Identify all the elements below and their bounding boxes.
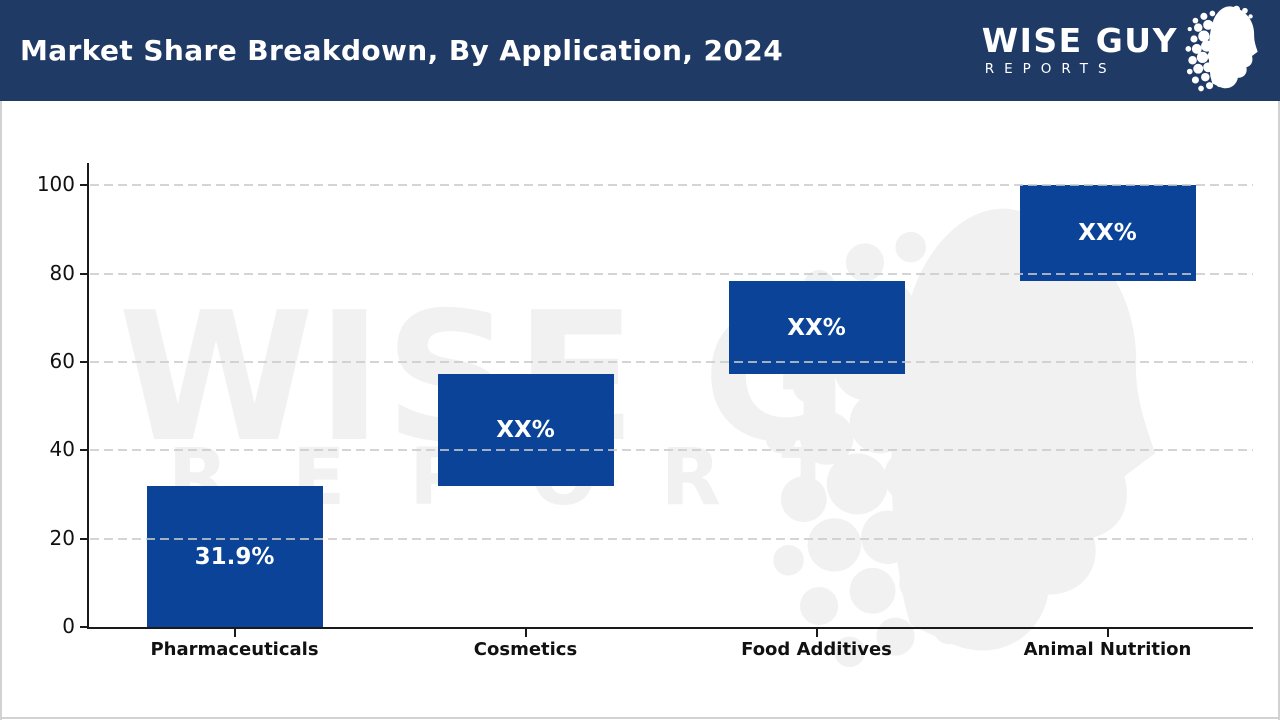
x-tick (1106, 629, 1109, 637)
gridline-20 (90, 537, 1253, 540)
y-tick (80, 626, 88, 628)
bar-cosmetics: XX% (437, 373, 614, 487)
gridline-40 (90, 449, 1253, 452)
x-category-label: Food Additives (741, 639, 892, 660)
y-tick-label: 80 (49, 260, 75, 285)
gridline-80 (90, 272, 1253, 275)
y-tick (80, 184, 88, 187)
bar-value-label: XX% (496, 416, 555, 443)
y-tick (80, 272, 88, 275)
y-tick-label: 0 (62, 614, 75, 638)
page-title: Market Share Breakdown, By Application, … (20, 34, 784, 67)
wiseguy-face-icon (1185, 5, 1258, 91)
x-category-label: Cosmetics (473, 639, 578, 660)
bar-food-additives: XX% (728, 281, 905, 374)
waterfall-chart: WISE GUY REPORTS 31.9%PharmaceuticalsXX%… (0, 101, 1280, 720)
bottom-border (0, 717, 1280, 719)
y-tick (80, 360, 88, 363)
x-tick (233, 629, 236, 637)
bar-pharmaceuticals: 31.9% (146, 486, 323, 627)
gridline-60 (90, 360, 1253, 363)
bar-value-label: XX% (787, 314, 846, 341)
x-tick (524, 629, 527, 637)
bar-value-label: XX% (1078, 220, 1137, 247)
x-category-label: Pharmaceuticals (150, 639, 319, 660)
logo-wordmark: WISE GUY (981, 21, 1178, 60)
y-tick-label: 60 (49, 348, 75, 373)
gridline-100 (90, 184, 1253, 187)
logo-subtext: REPORTS (984, 61, 1117, 77)
right-border (1278, 101, 1280, 720)
y-tick (80, 537, 88, 540)
x-tick (815, 629, 818, 637)
y-tick (80, 449, 88, 452)
bar-value-label: 31.9% (194, 543, 275, 570)
y-tick-label: 100 (36, 172, 75, 197)
brand-logo: WISE GUY REPORTS (982, 5, 1280, 97)
y-tick-label: 40 (49, 437, 75, 462)
logo-wordmark-block: WISE GUY REPORTS (982, 24, 1178, 77)
y-axis-line (87, 163, 89, 629)
y-tick-label: 20 (49, 525, 75, 550)
left-border (0, 101, 2, 720)
x-category-label: Animal Nutrition (1023, 639, 1192, 660)
x-axis-line (87, 627, 1253, 629)
header-bar: Market Share Breakdown, By Application, … (0, 0, 1280, 101)
bar-animal-nutrition: XX% (1019, 185, 1196, 282)
